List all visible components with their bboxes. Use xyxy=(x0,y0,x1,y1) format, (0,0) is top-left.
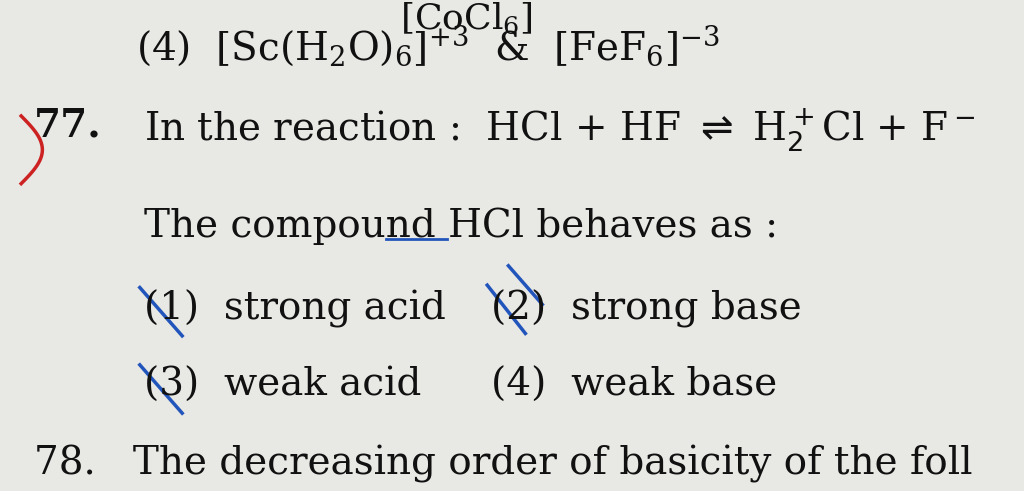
Text: (1)  strong acid: (1) strong acid xyxy=(144,290,445,328)
Text: $\mathregular{[CoCl_6]}$: $\mathregular{[CoCl_6]}$ xyxy=(399,0,532,36)
Text: (4)  $\mathregular{[Sc(H_2O)_6]^{+3}}$  &  $\mathregular{[FeF_6]^{-3}}$: (4) $\mathregular{[Sc(H_2O)_6]^{+3}}$ & … xyxy=(135,24,720,68)
Text: In the reaction :  HCl + HF $\rightleftharpoons$ H$_2^+$Cl + F$^-$: In the reaction : HCl + HF $\rightleftha… xyxy=(144,107,976,154)
Text: 78.   The decreasing order of basicity of the foll: 78. The decreasing order of basicity of … xyxy=(34,444,973,483)
Text: 77.: 77. xyxy=(34,107,101,144)
Text: (2)  strong base: (2) strong base xyxy=(492,290,802,328)
Text: (4)  weak base: (4) weak base xyxy=(492,367,777,404)
Text: (3)  weak acid: (3) weak acid xyxy=(144,367,422,404)
Text: The compound HCl behaves as :: The compound HCl behaves as : xyxy=(144,208,778,246)
